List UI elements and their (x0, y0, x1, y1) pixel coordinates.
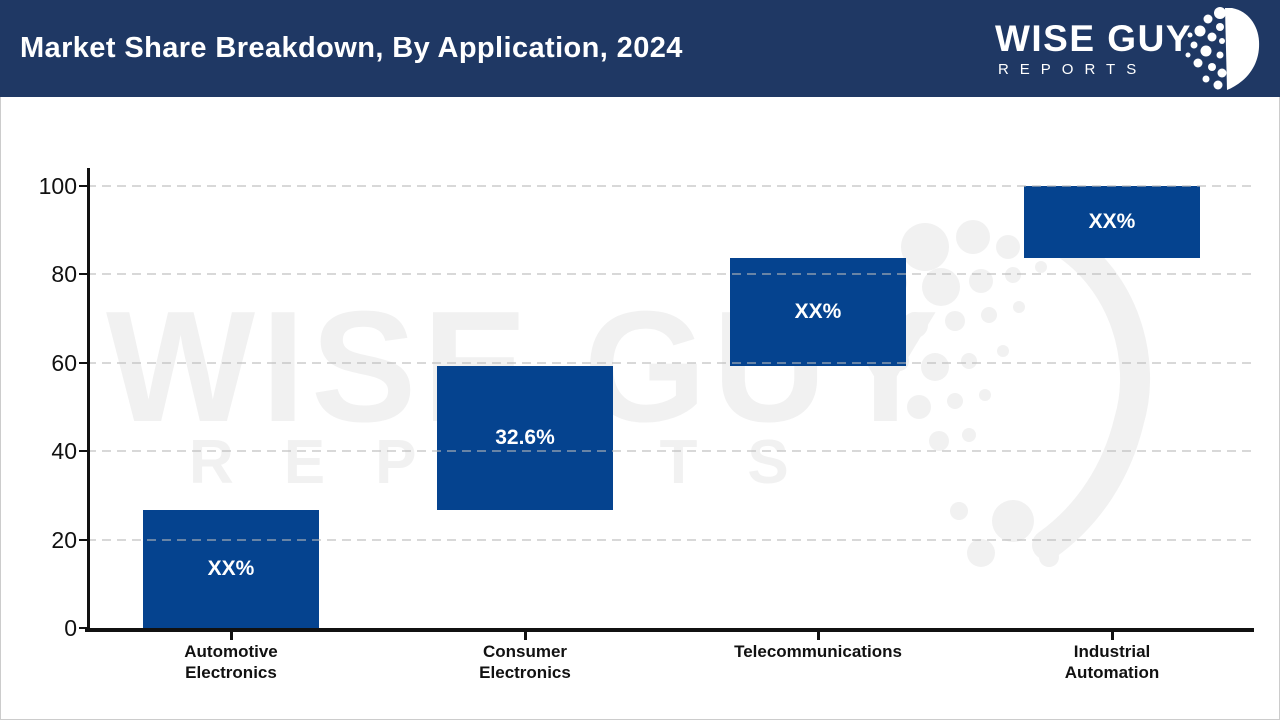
gridline-80 (87, 273, 1254, 276)
bar-consumer-electronics: 32.6% (437, 366, 613, 511)
y-tick-mark-40 (79, 450, 87, 453)
bar-value-label-automotive-electronics: XX% (207, 557, 255, 581)
bar-value-label-industrial-automation: XX% (1088, 210, 1136, 234)
y-axis-line (87, 168, 90, 631)
x-tick-mark-3 (817, 632, 820, 640)
brand-subtitle: REPORTS (997, 61, 1148, 78)
y-tick-label-40: 40 (51, 438, 77, 465)
y-tick-mark-20 (79, 538, 87, 541)
bar-industrial-automation: XX% (1024, 186, 1200, 259)
brand-text: WISE GUY REPORTS (995, 20, 1192, 77)
bar-automotive-electronics: XX% (143, 510, 319, 628)
x-tick-mark-4 (1111, 632, 1114, 640)
brand-logo: WISE GUY REPORTS (995, 5, 1262, 93)
y-tick-label-20: 20 (51, 526, 77, 553)
category-label-1: Automotive Electronics (184, 642, 278, 682)
category-label-4: Industrial Automation (1064, 642, 1160, 682)
y-tick-mark-80 (79, 273, 87, 276)
gridline-100 (87, 185, 1254, 187)
y-tick-mark-0 (79, 627, 87, 629)
gridline-20 (87, 538, 1254, 541)
x-tick-mark-2 (524, 632, 527, 640)
gridline-60 (87, 361, 1254, 364)
y-tick-label-100: 100 (38, 173, 77, 199)
y-tick-label-0: 0 (64, 615, 77, 641)
chart-area: WISE GUY REPORTS XX%32.6%XX%XX%020406080… (0, 97, 1280, 720)
category-label-2: Consumer Electronics (479, 642, 571, 682)
x-axis-line (85, 628, 1254, 632)
y-tick-mark-100 (79, 185, 87, 187)
chart-title: Market Share Breakdown, By Application, … (20, 32, 683, 64)
bar-telecommunications: XX% (730, 258, 906, 367)
x-tick-mark-1 (230, 632, 233, 640)
y-tick-label-60: 60 (51, 349, 77, 376)
brand-name: WISE GUY (994, 18, 1192, 59)
y-tick-mark-60 (79, 361, 87, 364)
plot-region: XX% 32.6% XX% XX% 0 20 40 60 80 100 Automotive Elec… (1, 97, 1279, 719)
bar-value-label-telecommunications: XX% (794, 300, 842, 324)
gridline-40 (87, 450, 1254, 453)
header-bar: Market Share Breakdown, By Application, … (0, 0, 1280, 97)
brand-face-icon (1185, 6, 1260, 90)
y-tick-label-80: 80 (51, 261, 77, 288)
bar-value-label-consumer-electronics: 32.6% (495, 426, 555, 450)
category-label-3: Telecommunications (734, 642, 902, 661)
